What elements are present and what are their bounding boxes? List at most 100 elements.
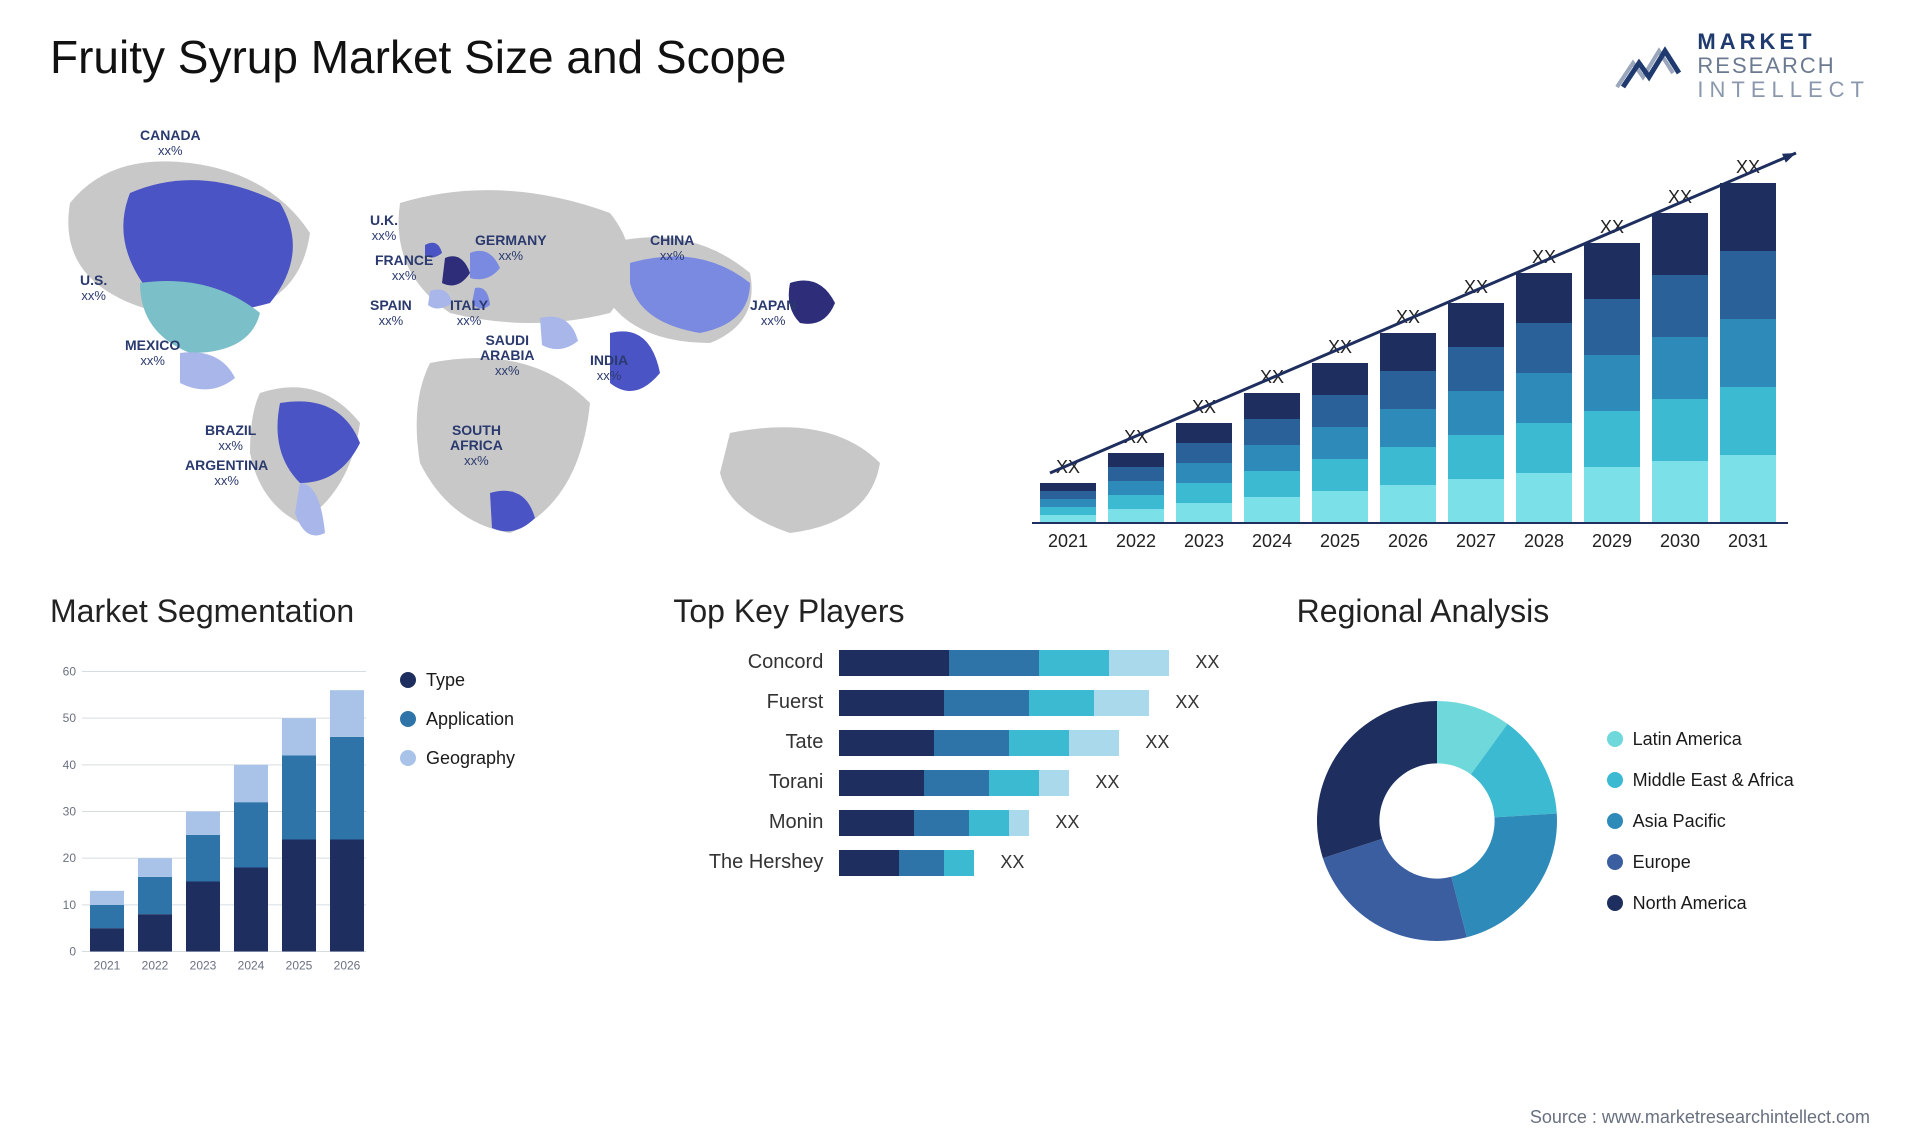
svg-text:2028: 2028 bbox=[1524, 531, 1564, 551]
logo-text-2: RESEARCH bbox=[1697, 54, 1870, 78]
legend-dot bbox=[1607, 854, 1623, 870]
player-name: Concord bbox=[673, 651, 823, 674]
map-label-france: FRANCExx% bbox=[375, 253, 433, 284]
map-label-canada: CANADAxx% bbox=[140, 128, 201, 159]
legend-label: North America bbox=[1633, 893, 1747, 914]
legend-dot bbox=[1607, 813, 1623, 829]
svg-text:2031: 2031 bbox=[1728, 531, 1768, 551]
logo-text-3: INTELLECT bbox=[1697, 78, 1870, 102]
segmentation-legend: Type Application Geography bbox=[400, 650, 515, 993]
legend-label: Europe bbox=[1633, 852, 1691, 873]
svg-text:2021: 2021 bbox=[94, 958, 121, 972]
logo-icon bbox=[1615, 41, 1685, 91]
brand-logo: MARKET RESEARCH INTELLECT bbox=[1615, 30, 1870, 103]
player-value: XX bbox=[1175, 692, 1199, 713]
legend-label: Application bbox=[426, 709, 514, 730]
regional-title: Regional Analysis bbox=[1297, 593, 1870, 630]
legend-dot bbox=[1607, 895, 1623, 911]
player-bar bbox=[839, 810, 1029, 836]
segmentation-title: Market Segmentation bbox=[50, 593, 623, 630]
player-bar bbox=[839, 690, 1149, 716]
player-bar bbox=[839, 650, 1169, 676]
svg-text:0: 0 bbox=[69, 944, 76, 958]
players-title: Top Key Players bbox=[673, 593, 1246, 630]
player-value: XX bbox=[1195, 652, 1219, 673]
svg-text:2021: 2021 bbox=[1048, 531, 1088, 551]
svg-text:20: 20 bbox=[63, 851, 77, 865]
region-legend-asia-pacific: Asia Pacific bbox=[1607, 811, 1794, 832]
svg-text:2029: 2029 bbox=[1592, 531, 1632, 551]
svg-text:2027: 2027 bbox=[1456, 531, 1496, 551]
player-row-tate: Tate XX bbox=[673, 730, 1246, 756]
legend-label: Asia Pacific bbox=[1633, 811, 1726, 832]
player-row-monin: Monin XX bbox=[673, 810, 1246, 836]
map-label-brazil: BRAZILxx% bbox=[205, 423, 256, 454]
map-label-india: INDIAxx% bbox=[590, 353, 628, 384]
svg-text:30: 30 bbox=[63, 804, 77, 818]
player-name: Tate bbox=[673, 731, 823, 754]
player-row-concord: Concord XX bbox=[673, 650, 1246, 676]
map-label-u-k-: U.K.xx% bbox=[370, 213, 398, 244]
player-value: XX bbox=[1145, 732, 1169, 753]
logo-text-1: MARKET bbox=[1697, 30, 1870, 54]
world-map-panel: CANADAxx% U.S.xx% MEXICOxx% BRAZILxx% ARGENT… bbox=[50, 123, 970, 563]
svg-text:50: 50 bbox=[63, 711, 77, 725]
map-label-japan: JAPANxx% bbox=[750, 298, 796, 329]
seg-legend-type: Type bbox=[400, 670, 515, 691]
player-name: The Hershey bbox=[673, 851, 823, 874]
legend-label: Middle East & Africa bbox=[1633, 770, 1794, 791]
players-chart: ConcordXXFuerstXXTateXXToraniXXMoninXXTh… bbox=[673, 650, 1246, 993]
svg-text:2030: 2030 bbox=[1660, 531, 1700, 551]
player-row-fuerst: Fuerst XX bbox=[673, 690, 1246, 716]
legend-dot bbox=[400, 750, 416, 766]
players-section: Top Key Players ConcordXXFuerstXXTateXXT… bbox=[673, 593, 1246, 993]
source-attribution: Source : www.marketresearchintellect.com bbox=[1530, 1107, 1870, 1128]
svg-text:2026: 2026 bbox=[334, 958, 361, 972]
svg-text:2025: 2025 bbox=[1320, 531, 1360, 551]
svg-text:10: 10 bbox=[63, 897, 77, 911]
legend-dot bbox=[1607, 731, 1623, 747]
map-label-italy: ITALYxx% bbox=[450, 298, 488, 329]
player-name: Fuerst bbox=[673, 691, 823, 714]
regional-legend: Latin America Middle East & Africa Asia Pa… bbox=[1607, 729, 1794, 914]
header: Fruity Syrup Market Size and Scope MARKE… bbox=[50, 30, 1870, 103]
player-bar bbox=[839, 770, 1069, 796]
svg-text:60: 60 bbox=[63, 664, 77, 678]
player-value: XX bbox=[1000, 852, 1024, 873]
svg-text:2025: 2025 bbox=[286, 958, 313, 972]
legend-dot bbox=[1607, 772, 1623, 788]
region-legend-latin-america: Latin America bbox=[1607, 729, 1794, 750]
map-label-spain: SPAINxx% bbox=[370, 298, 412, 329]
map-label-mexico: MEXICOxx% bbox=[125, 338, 180, 369]
region-legend-europe: Europe bbox=[1607, 852, 1794, 873]
map-label-saudi-arabia: SAUDIARABIAxx% bbox=[480, 333, 534, 379]
seg-legend-application: Application bbox=[400, 709, 515, 730]
legend-label: Type bbox=[426, 670, 465, 691]
player-value: XX bbox=[1095, 772, 1119, 793]
player-row-torani: ToraniXX bbox=[673, 770, 1246, 796]
legend-label: Geography bbox=[426, 748, 515, 769]
map-label-south-africa: SOUTHAFRICAxx% bbox=[450, 423, 503, 469]
svg-text:XX: XX bbox=[1056, 457, 1080, 477]
regional-donut bbox=[1297, 681, 1577, 961]
svg-text:2022: 2022 bbox=[1116, 531, 1156, 551]
region-legend-north-america: North America bbox=[1607, 893, 1794, 914]
svg-text:40: 40 bbox=[63, 757, 77, 771]
player-value: XX bbox=[1055, 812, 1079, 833]
seg-legend-geography: Geography bbox=[400, 748, 515, 769]
map-label-china: CHINAxx% bbox=[650, 233, 694, 264]
svg-text:2023: 2023 bbox=[1184, 531, 1224, 551]
regional-section: Regional Analysis Latin America Middle Ea… bbox=[1297, 593, 1870, 993]
legend-dot bbox=[400, 672, 416, 688]
svg-text:2024: 2024 bbox=[1252, 531, 1292, 551]
map-label-germany: GERMANYxx% bbox=[475, 233, 547, 264]
legend-dot bbox=[400, 711, 416, 727]
region-legend-middle-east-africa: Middle East & Africa bbox=[1607, 770, 1794, 791]
map-label-argentina: ARGENTINAxx% bbox=[185, 458, 268, 489]
player-bar bbox=[839, 730, 1119, 756]
map-label-u-s-: U.S.xx% bbox=[80, 273, 107, 304]
svg-text:2022: 2022 bbox=[142, 958, 169, 972]
player-row-the-hershey: The Hershey XX bbox=[673, 850, 1246, 876]
player-name: Monin bbox=[673, 811, 823, 834]
market-size-chart: XX2021XX2022XX2023XX2024XX2025XX2026XX20… bbox=[1010, 123, 1870, 563]
